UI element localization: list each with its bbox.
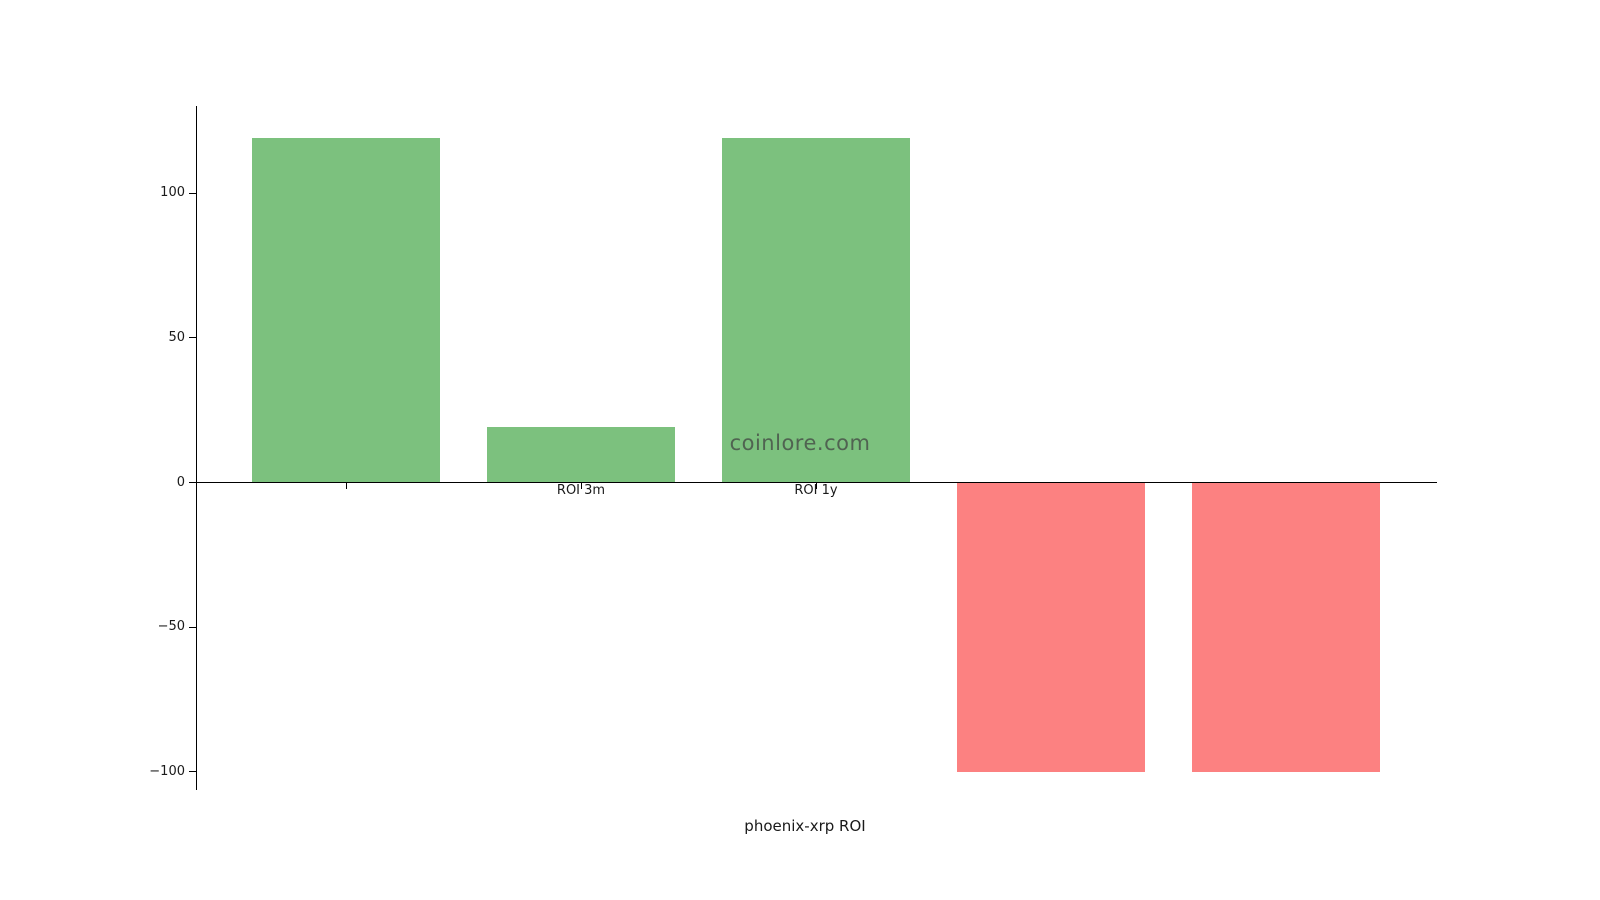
x-tick-label-roi-1y: ROI 1y xyxy=(794,483,838,498)
y-tick-label--100: −100 xyxy=(149,763,185,779)
x-tick-mark-2 xyxy=(816,482,817,489)
y-tick-mark--100 xyxy=(189,771,196,773)
y-tick-label-100: 100 xyxy=(160,185,185,201)
bar-unlabeled-0 xyxy=(252,138,440,482)
bar-roi-3m xyxy=(487,427,675,482)
x-tick-mark-0 xyxy=(346,482,347,489)
y-tick-label-0: 0 xyxy=(176,474,185,490)
y-tick-mark-0 xyxy=(189,482,196,483)
y-tick-mark-100 xyxy=(189,192,196,194)
watermark: coinlore.com xyxy=(729,431,871,455)
y-tick-label-50: 50 xyxy=(168,329,185,345)
y-tick-label--50: −50 xyxy=(157,619,185,635)
y-tick-mark--50 xyxy=(189,626,196,628)
chart-title: phoenix-xrp ROI xyxy=(744,817,866,835)
y-tick-mark-50 xyxy=(189,337,196,339)
bar-roi-1y xyxy=(722,138,910,482)
x-tick-label-roi-3m: ROI 3m xyxy=(556,483,606,498)
bar-unlabeled-3 xyxy=(957,483,1145,773)
x-tick-mark-1 xyxy=(581,482,582,489)
bar-unlabeled-4 xyxy=(1192,483,1380,773)
y-axis-line xyxy=(196,106,197,790)
